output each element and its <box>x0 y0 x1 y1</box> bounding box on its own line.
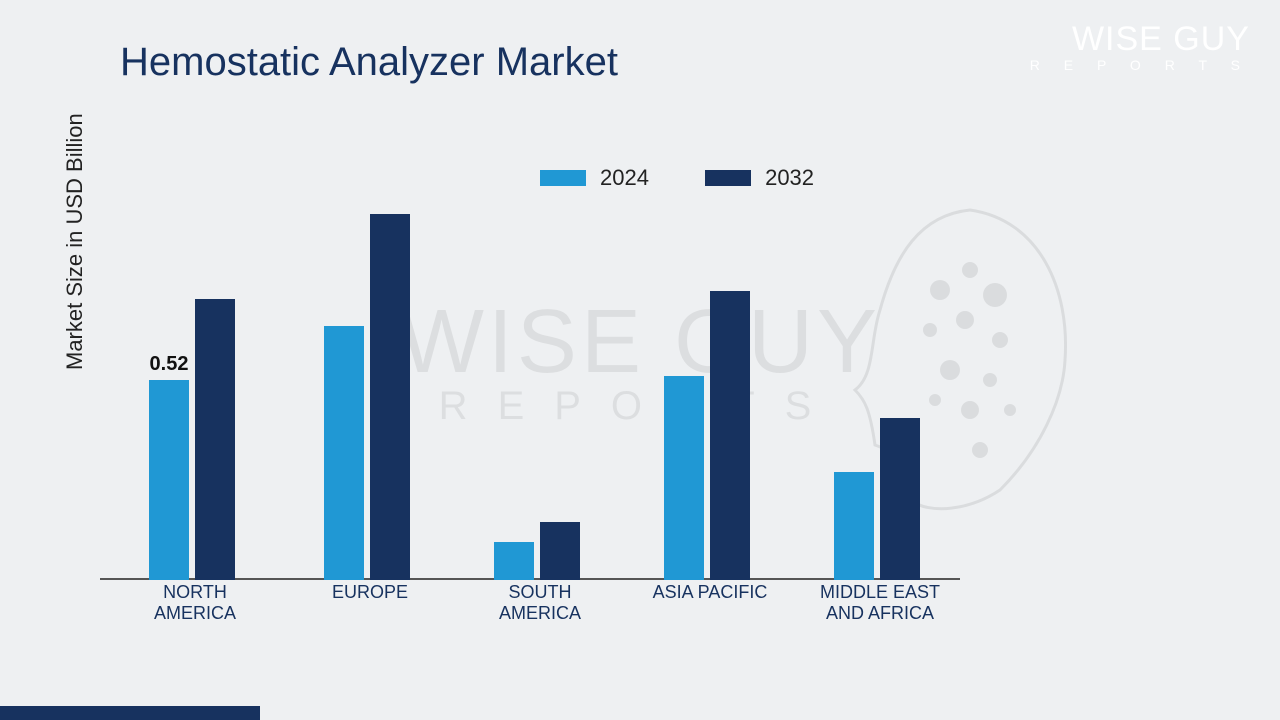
stage: WISE GUY R E P O R T S Hemostatic Analyz… <box>0 0 1280 720</box>
bar-2024 <box>494 542 534 581</box>
legend-label-a: 2024 <box>600 165 649 191</box>
bar-2032 <box>540 522 580 580</box>
x-label: MIDDLE EAST AND AFRICA <box>810 582 950 623</box>
x-label: SOUTH AMERICA <box>470 582 610 623</box>
page-title: Hemostatic Analyzer Market <box>120 40 618 85</box>
value-label: 0.52 <box>150 353 189 376</box>
logo-line1: WISE GUY <box>1030 20 1250 59</box>
logo-line2: R E P O R T S <box>1030 57 1250 73</box>
legend-label-b: 2032 <box>765 165 814 191</box>
bar-2024 <box>149 380 189 580</box>
x-label: ASIA PACIFIC <box>640 582 780 603</box>
legend-swatch-b <box>705 170 751 186</box>
x-label: EUROPE <box>300 582 440 603</box>
chart-plot: 0.52 <box>100 195 960 580</box>
legend: 2024 2032 <box>540 165 864 192</box>
bar-2024 <box>664 376 704 580</box>
y-axis-label: Market Size in USD Billion <box>62 113 88 370</box>
bar-2032 <box>195 299 235 580</box>
accent-bar <box>0 706 260 720</box>
legend-item-2032: 2032 <box>705 165 814 191</box>
bar-2024 <box>324 326 364 580</box>
legend-item-2024: 2024 <box>540 165 649 191</box>
x-label: NORTH AMERICA <box>125 582 265 623</box>
legend-swatch-a <box>540 170 586 186</box>
bar-2032 <box>710 291 750 580</box>
bar-2032 <box>370 214 410 580</box>
bar-2024 <box>834 472 874 580</box>
bar-2032 <box>880 418 920 580</box>
brand-logo: WISE GUY R E P O R T S <box>1030 20 1250 73</box>
